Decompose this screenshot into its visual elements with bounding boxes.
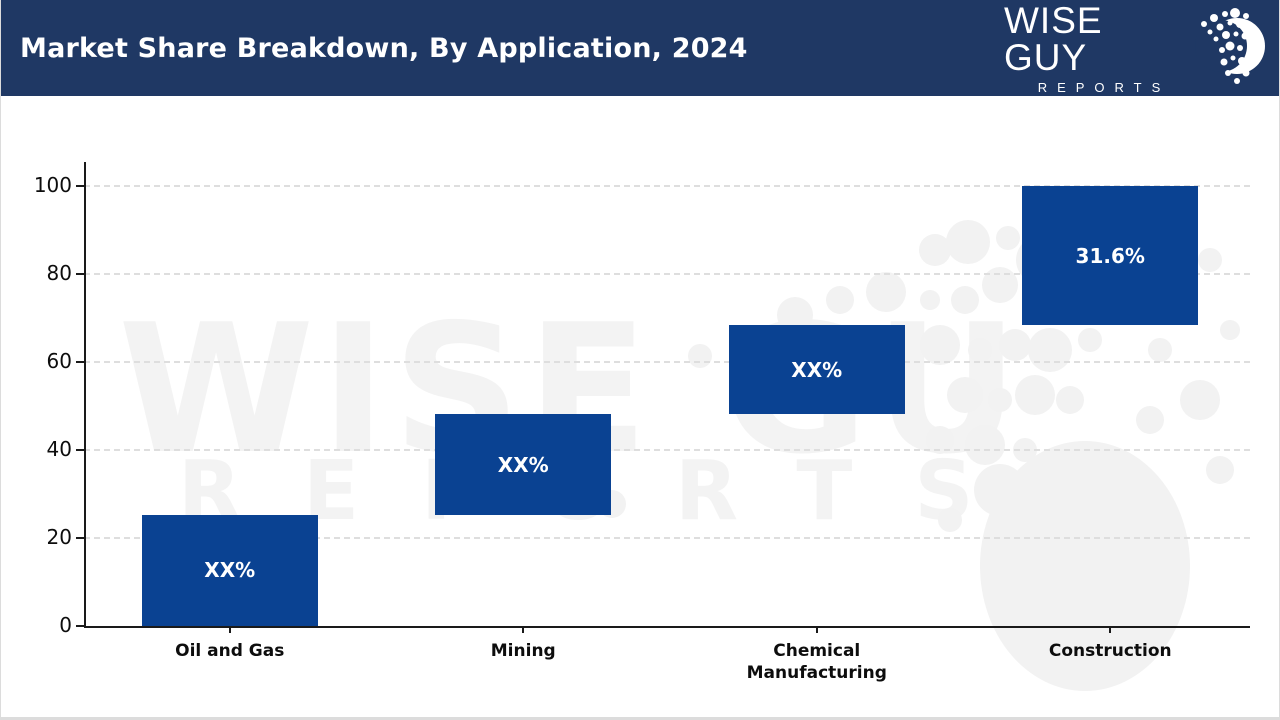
logo-wordmark: WISE GUY <box>1004 0 1103 78</box>
y-tick-label-20: 20 <box>46 525 72 549</box>
y-tick-0 <box>76 625 84 627</box>
bar-chemical-manufacturing: XX% <box>728 325 905 414</box>
x-category-label-mining: Mining <box>490 641 556 661</box>
gridline-80 <box>84 273 1250 275</box>
bar-value-label-chemical-manufacturing: XX% <box>791 357 843 382</box>
y-tick-label-100: 100 <box>33 173 72 197</box>
x-tick-mining <box>522 626 525 633</box>
y-tick-80 <box>76 273 84 275</box>
logo-face-icon <box>1195 8 1265 84</box>
logo-subtitle: REPORTS <box>1037 79 1171 95</box>
y-axis-line <box>84 162 86 628</box>
x-category-label-construction: Construction <box>1048 641 1172 661</box>
bar-oil-and-gas: XX% <box>141 514 318 626</box>
y-tick-label-0: 0 <box>59 613 72 637</box>
x-axis-line <box>84 626 1250 628</box>
y-tick-20 <box>76 537 84 539</box>
logo-text: WISE GUY REPORTS <box>1004 2 1194 95</box>
x-tick-oil-and-gas <box>228 626 231 633</box>
gridline-20 <box>84 537 1250 539</box>
watermark-face-dots <box>598 220 1240 691</box>
y-tick-label-60: 60 <box>46 349 72 373</box>
x-tick-chemical-manufacturing <box>815 626 818 633</box>
page-border-bottom <box>0 717 1280 720</box>
y-tick-100 <box>76 185 84 187</box>
gridline-40 <box>84 449 1250 451</box>
y-tick-40 <box>76 449 84 451</box>
bar-mining: XX% <box>435 414 612 515</box>
page-title: Market Share Breakdown, By Application, … <box>20 32 748 64</box>
wise-guy-reports-logo: WISE GUY REPORTS <box>1004 2 1266 95</box>
x-category-label-chemical-manufacturing: Chemical Manufacturing <box>746 641 887 684</box>
gridline-100 <box>84 185 1250 187</box>
y-tick-60 <box>76 361 84 363</box>
header-bar: Market Share Breakdown, By Application, … <box>0 0 1280 96</box>
x-tick-construction <box>1109 626 1112 633</box>
y-tick-label-40: 40 <box>46 437 72 461</box>
y-tick-label-80: 80 <box>46 261 72 285</box>
bar-value-label-oil-and-gas: XX% <box>204 558 256 583</box>
x-category-label-oil-and-gas: Oil and Gas <box>175 641 285 661</box>
gridline-60 <box>84 361 1250 363</box>
bar-value-label-construction: 31.6% <box>1075 243 1145 268</box>
bar-construction: 31.6% <box>1022 186 1199 326</box>
bar-value-label-mining: XX% <box>497 452 549 477</box>
